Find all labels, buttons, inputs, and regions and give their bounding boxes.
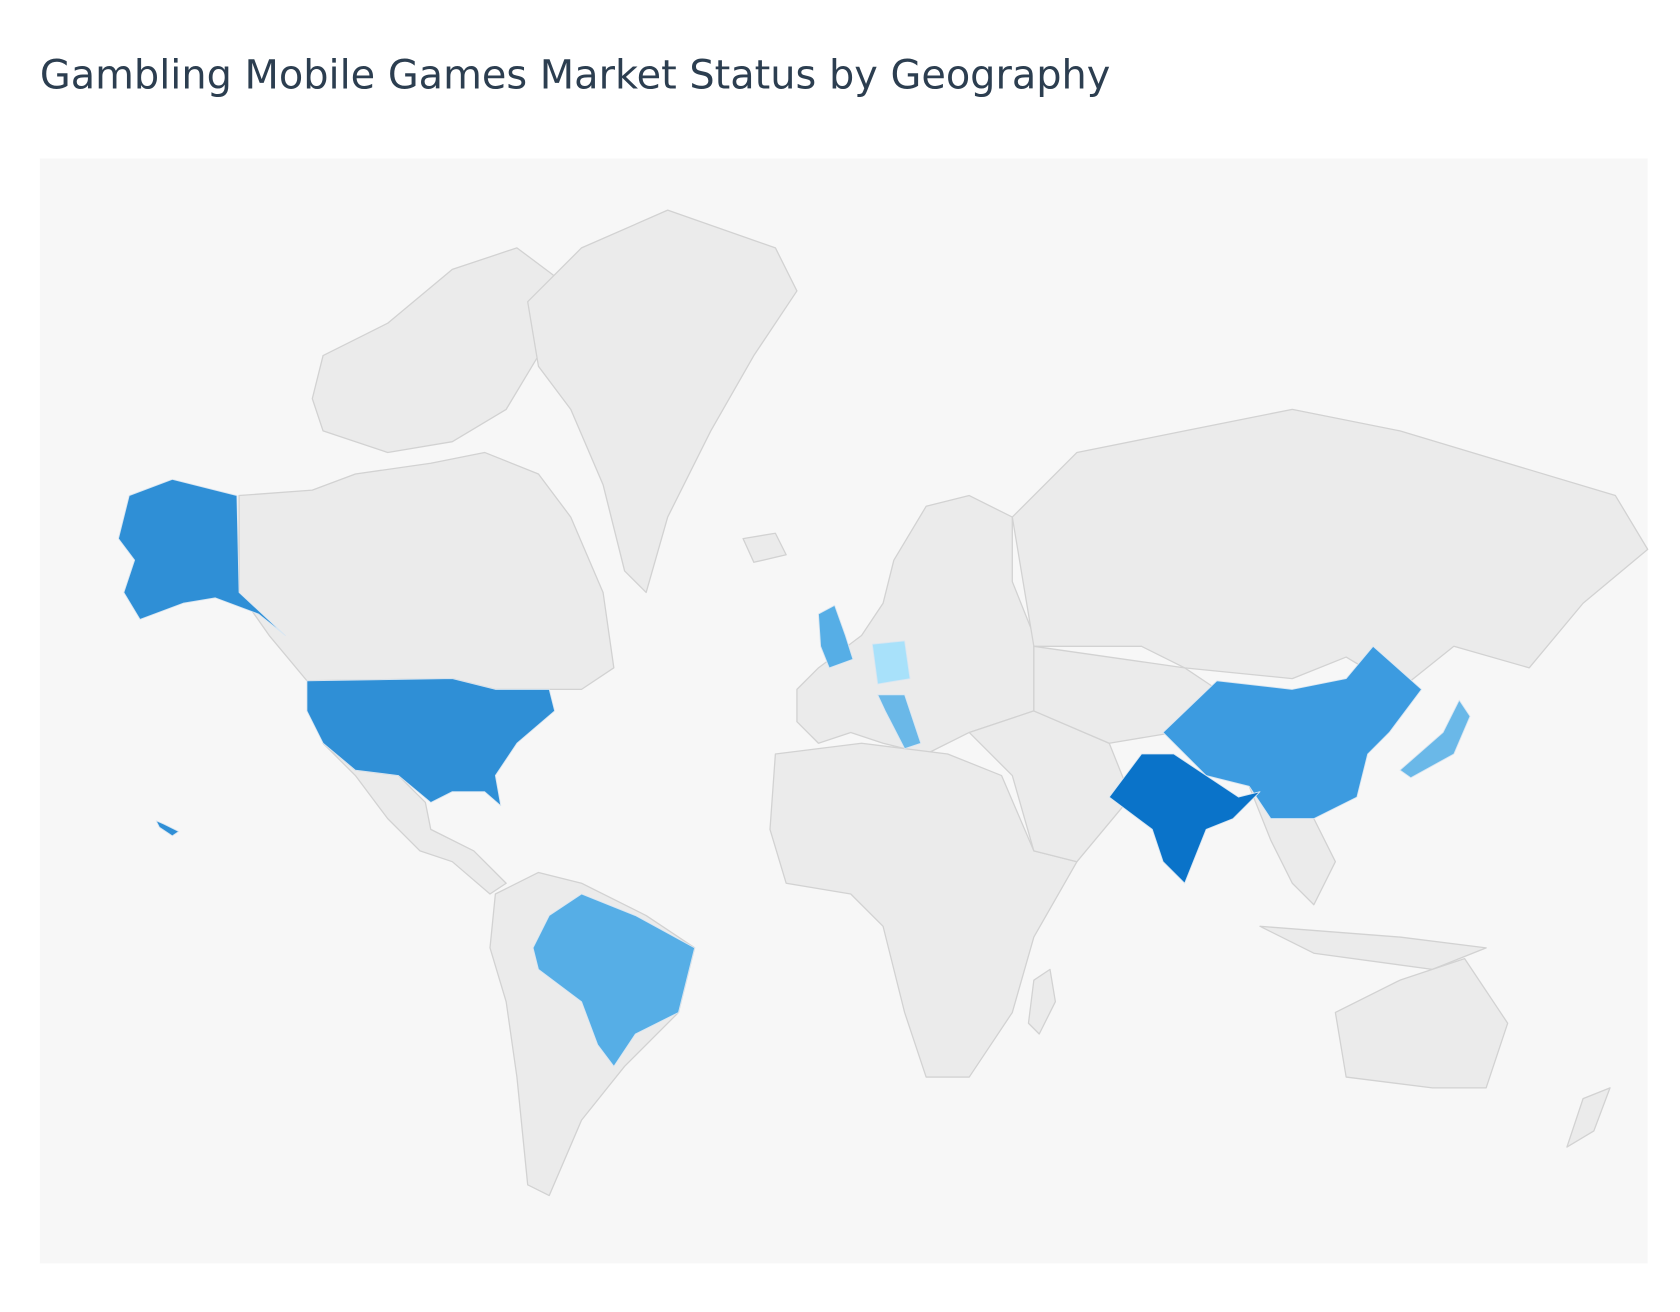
united-kingdom — [818, 604, 854, 669]
australia — [1334, 957, 1509, 1089]
europe — [796, 494, 1035, 755]
hawaii — [155, 820, 180, 837]
world-map — [118, 209, 1649, 1197]
brazil — [532, 893, 696, 1067]
madagascar — [1027, 968, 1057, 1035]
africa — [769, 742, 1078, 1078]
canada — [238, 451, 615, 691]
italy — [877, 694, 922, 750]
arctic-islands — [311, 247, 561, 454]
alaska — [118, 478, 286, 636]
usa — [306, 678, 556, 807]
greenland — [527, 209, 798, 594]
page-title: Gambling Mobile Games Market Status by G… — [40, 52, 1111, 98]
japan — [1399, 699, 1471, 779]
new-zealand — [1566, 1087, 1611, 1148]
india-pakistan — [1108, 753, 1261, 884]
china — [1162, 645, 1422, 820]
russia — [1011, 408, 1649, 691]
germany — [871, 640, 911, 685]
iceland — [742, 532, 787, 563]
indonesia — [1259, 925, 1487, 971]
